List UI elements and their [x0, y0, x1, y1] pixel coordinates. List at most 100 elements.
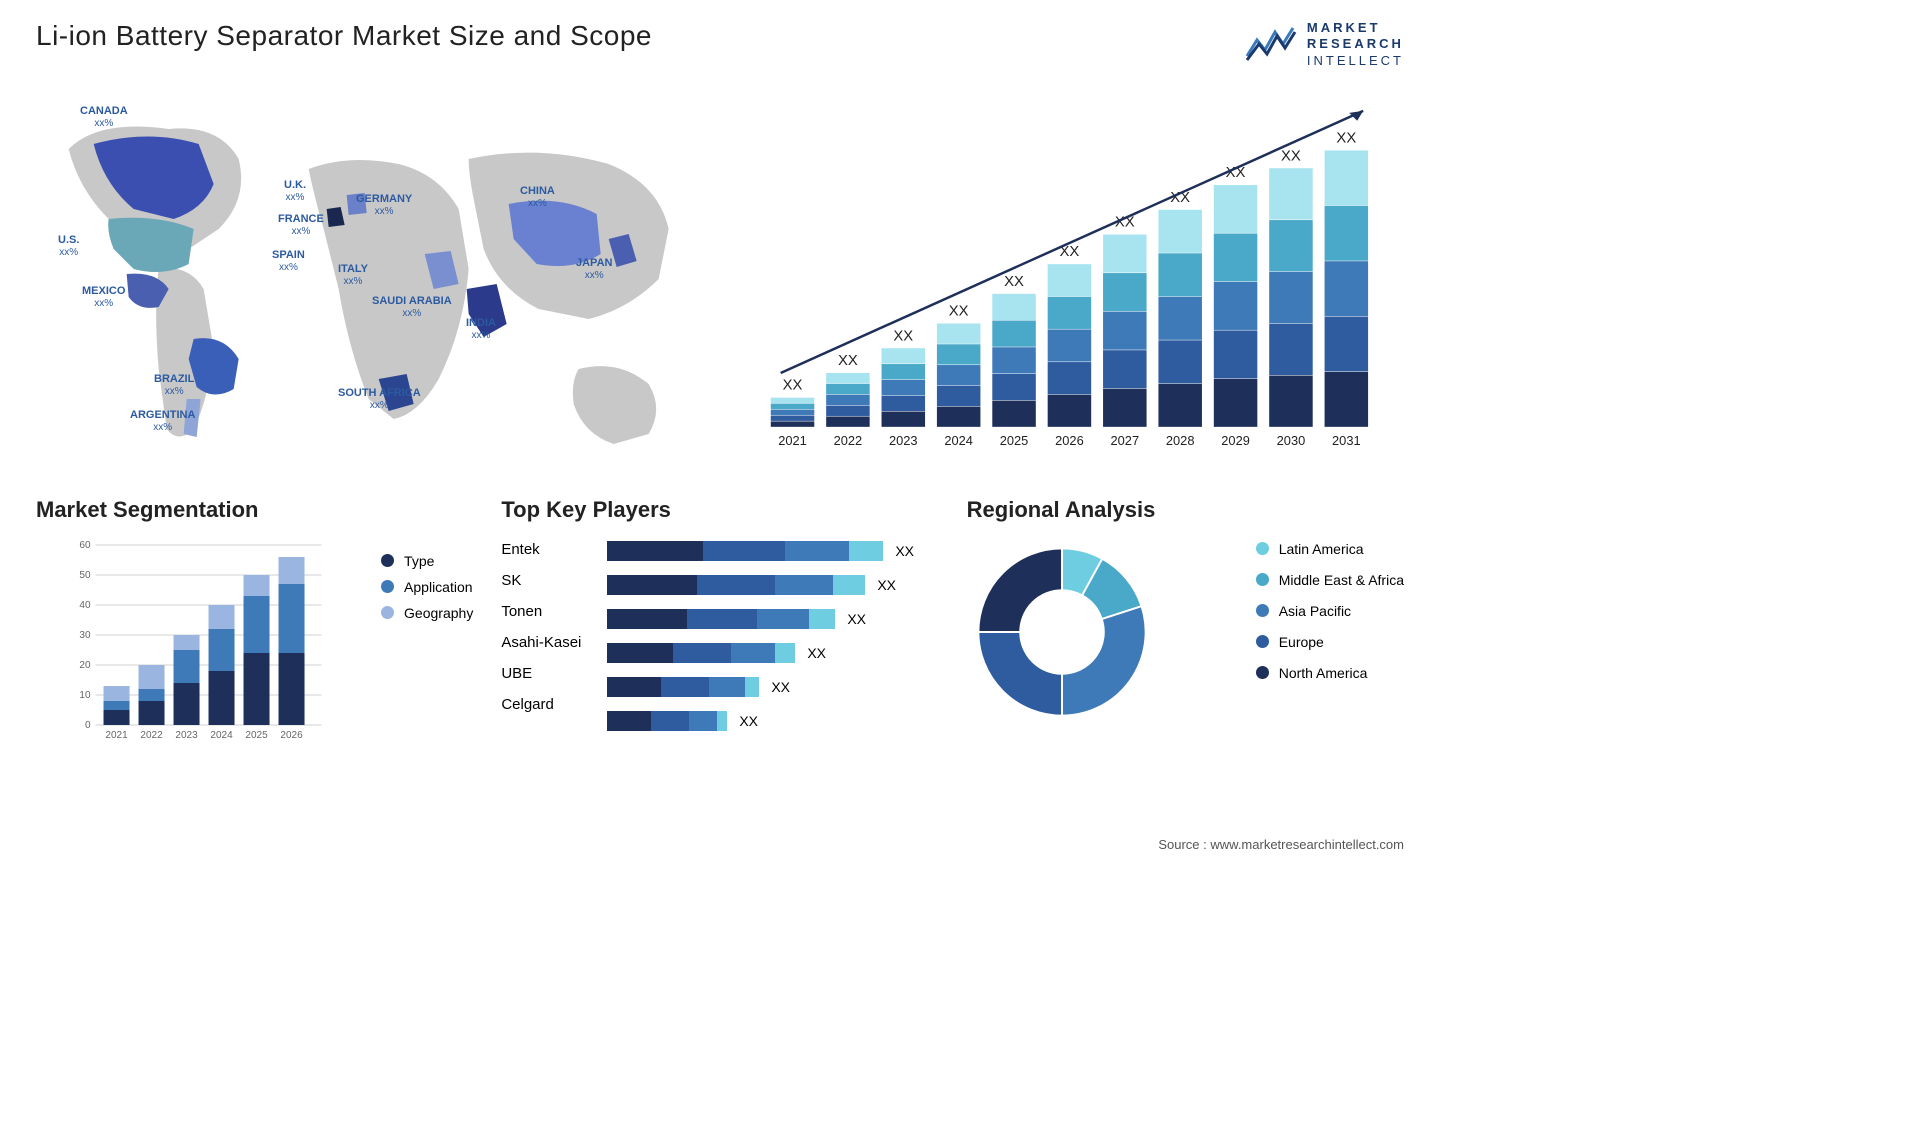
seg-bar-a [139, 701, 165, 725]
logo-line2: RESEARCH [1307, 36, 1404, 52]
map-label-southafrica: SOUTH AFRICAxx% [338, 387, 421, 412]
player-value: XX [771, 679, 790, 695]
regional-title: Regional Analysis [967, 497, 1404, 523]
player-value: XX [807, 645, 826, 661]
growth-year-label: 2023 [889, 433, 918, 448]
map-us [108, 218, 193, 272]
player-bar-seg [775, 575, 833, 595]
regional-legend-item: North America [1256, 665, 1404, 681]
growth-bar-seg [826, 394, 870, 404]
player-bar-seg [689, 711, 717, 731]
growth-bar-seg [1103, 350, 1147, 388]
player-bar-seg [757, 609, 809, 629]
growth-bar-seg [1103, 273, 1147, 311]
logo-line3: INTELLECT [1307, 53, 1404, 69]
growth-bar-seg [1214, 282, 1258, 330]
growth-bar-seg [826, 416, 870, 426]
logo-line1: MARKET [1307, 20, 1404, 36]
map-label-mexico: MEXICOxx% [82, 285, 125, 310]
growth-year-label: 2025 [1000, 433, 1029, 448]
growth-bar-seg [1214, 379, 1258, 427]
growth-bar-label: XX [1004, 274, 1024, 290]
svg-text:2025: 2025 [245, 730, 268, 741]
growth-bar-seg [1270, 168, 1314, 219]
map-label-japan: JAPANxx% [576, 257, 612, 282]
seg-bar-c [139, 665, 165, 689]
growth-bar-seg [993, 294, 1037, 320]
growth-bar-seg [1159, 384, 1203, 427]
player-value: XX [895, 543, 914, 559]
donut-slice [978, 632, 1062, 716]
player-bar-seg [731, 643, 775, 663]
player-bar-seg [661, 677, 709, 697]
player-bar-seg [833, 575, 865, 595]
seg-bar-a [244, 653, 270, 725]
svg-text:2022: 2022 [140, 730, 163, 741]
regional-panel: Regional Analysis Latin AmericaMiddle Ea… [967, 497, 1404, 752]
seg-bar-c [279, 557, 305, 584]
svg-text:60: 60 [79, 540, 91, 551]
seg-bar-c [104, 686, 130, 701]
map-label-germany: GERMANYxx% [356, 193, 412, 218]
growth-year-label: 2027 [1111, 433, 1140, 448]
map-label-argentina: ARGENTINAxx% [130, 409, 195, 434]
segmentation-panel: Market Segmentation 0102030405060 202120… [36, 497, 473, 752]
player-bar-seg [651, 711, 689, 731]
map-label-france: FRANCExx% [278, 213, 324, 238]
brand-logo: MARKET RESEARCH INTELLECT [1245, 20, 1404, 69]
seg-bar-b [104, 701, 130, 710]
growth-bar-seg [993, 374, 1037, 400]
growth-bar-seg [1103, 234, 1147, 272]
growth-bar-seg [826, 373, 870, 383]
growth-bar-seg [1159, 210, 1203, 253]
map-label-uk: U.K.xx% [284, 179, 306, 204]
player-row: XX [607, 541, 938, 561]
seg-bar-a [279, 653, 305, 725]
seg-bar-b [279, 584, 305, 653]
growth-bar-seg [1159, 297, 1203, 340]
growth-bar-seg [1270, 272, 1314, 323]
growth-year-label: 2022 [834, 433, 863, 448]
growth-bar-seg [1270, 323, 1314, 374]
growth-bar-seg [1214, 185, 1258, 233]
seg-legend-item: Type [381, 553, 473, 569]
segmentation-legend: TypeApplicationGeography [381, 537, 473, 752]
growth-bar-seg [937, 323, 981, 343]
player-label: Celgard [501, 696, 591, 713]
map-label-italy: ITALYxx% [338, 263, 368, 288]
growth-bar-seg [1325, 150, 1369, 205]
segmentation-chart: 0102030405060 202120222023202420252026 [36, 537, 367, 747]
svg-text:0: 0 [85, 720, 91, 731]
player-bar-seg [703, 541, 785, 561]
seg-bar-c [209, 605, 235, 629]
player-bar-seg [709, 677, 745, 697]
player-bar-seg [607, 541, 703, 561]
player-label: Tonen [501, 603, 591, 620]
svg-text:50: 50 [79, 570, 91, 581]
seg-legend-item: Geography [381, 605, 473, 621]
growth-bar-seg [1048, 329, 1092, 361]
player-value: XX [877, 577, 896, 593]
seg-bar-b [139, 689, 165, 701]
growth-bar-seg [1214, 233, 1258, 281]
growth-bar-seg [993, 347, 1037, 373]
svg-text:10: 10 [79, 690, 91, 701]
regional-legend-item: Asia Pacific [1256, 603, 1404, 619]
player-row: XX [607, 643, 938, 663]
segmentation-title: Market Segmentation [36, 497, 473, 523]
player-row: XX [607, 677, 938, 697]
player-label: Asahi-Kasei [501, 634, 591, 651]
growth-bar-seg [771, 421, 815, 426]
seg-bar-a [209, 671, 235, 725]
map-label-china: CHINAxx% [520, 185, 555, 210]
player-bar-seg [607, 575, 697, 595]
growth-bar-seg [1325, 261, 1369, 316]
svg-text:2021: 2021 [105, 730, 128, 741]
growth-bar-label: XX [838, 353, 858, 369]
growth-bar-label: XX [894, 328, 914, 344]
source-attribution: Source : www.marketresearchintellect.com [1158, 837, 1404, 852]
growth-bar-seg [937, 344, 981, 364]
growth-bar-seg [1103, 389, 1147, 427]
regional-legend-item: Europe [1256, 634, 1404, 650]
growth-bar-seg [1048, 264, 1092, 296]
